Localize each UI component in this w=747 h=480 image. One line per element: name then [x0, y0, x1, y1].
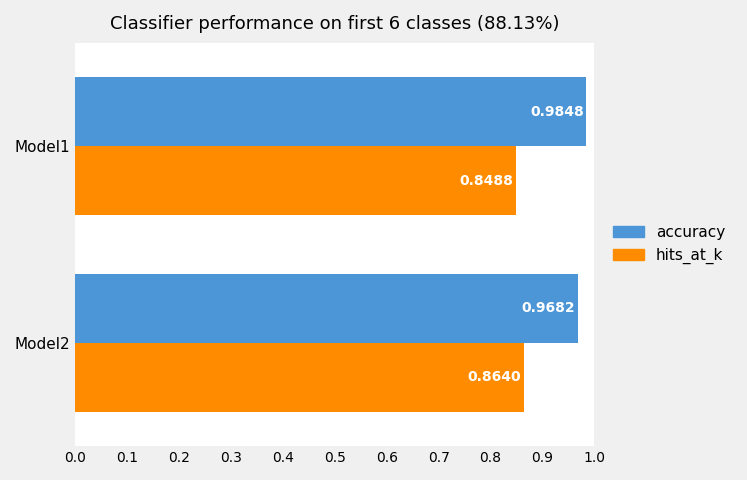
- Title: Classifier performance on first 6 classes (88.13%): Classifier performance on first 6 classe…: [110, 15, 560, 33]
- Bar: [75, 77, 586, 146]
- Bar: [75, 274, 578, 343]
- Text: 0.8488: 0.8488: [459, 174, 513, 188]
- Text: 0.9848: 0.9848: [530, 105, 584, 119]
- Bar: [75, 343, 524, 412]
- Text: 0.9682: 0.9682: [521, 301, 575, 315]
- Text: 0.8640: 0.8640: [468, 370, 521, 384]
- Bar: [75, 146, 516, 215]
- Legend: accuracy, hits_at_k: accuracy, hits_at_k: [607, 219, 731, 270]
